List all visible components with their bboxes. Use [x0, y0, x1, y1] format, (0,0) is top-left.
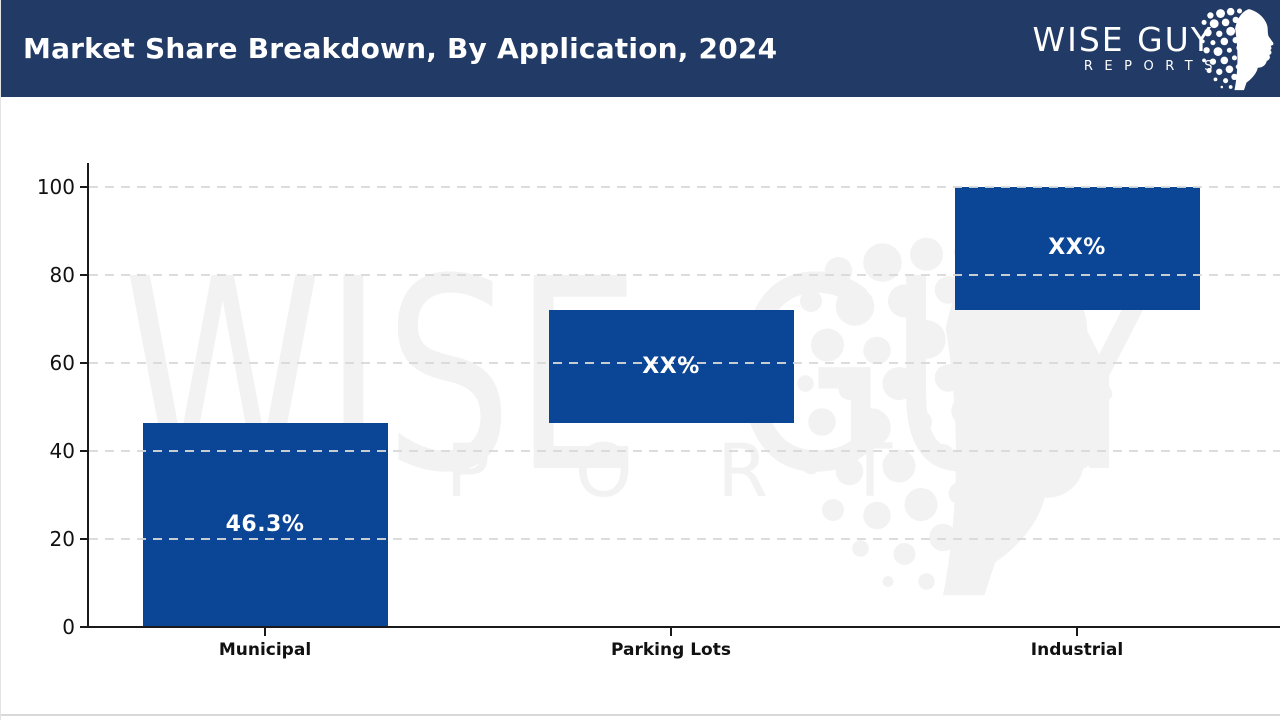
y-tick-label: 20	[49, 527, 75, 551]
gridline-y-20	[89, 538, 1280, 540]
bar-value-label: XX%	[1048, 235, 1106, 261]
y-tick-label: 100	[36, 175, 75, 199]
gridline-y-60	[89, 362, 1280, 364]
x-tick-mark	[1076, 627, 1078, 636]
y-tick-label: 80	[49, 263, 75, 287]
bar-value-label: 46.3%	[225, 512, 305, 538]
x-tick-mark	[264, 627, 266, 636]
bar-municipal	[142, 423, 388, 627]
gridline-y-80	[89, 274, 1280, 276]
bar-parking-lots	[548, 309, 794, 424]
brand-wordmark: WISE GUY REPORTS	[1032, 19, 1213, 74]
figure-bottom-rule	[1, 714, 1280, 716]
brand-subtitle: REPORTS	[1083, 59, 1224, 75]
y-tick-mark	[80, 450, 89, 452]
y-tick-mark	[80, 538, 89, 540]
brand-name: WISE GUY	[1032, 19, 1213, 59]
y-tick-label: 0	[62, 615, 75, 639]
x-tick-mark	[670, 627, 672, 636]
brand-logo: WISE GUY REPORTS	[1032, 0, 1275, 97]
y-tick-mark	[80, 362, 89, 364]
x-category-label: Industrial	[1030, 640, 1124, 660]
x-category-label: Municipal	[218, 640, 312, 660]
header-bar: Market Share Breakdown, By Application, …	[1, 0, 1280, 97]
y-tick-label: 40	[49, 439, 75, 463]
bar-value-label: XX%	[642, 353, 700, 379]
gridline-y-100	[89, 186, 1280, 188]
gridline-y-40	[89, 450, 1280, 452]
page-title: Market Share Breakdown, By Application, …	[23, 32, 778, 65]
y-tick-mark	[80, 626, 89, 628]
y-axis-line	[87, 163, 89, 628]
y-tick-mark	[80, 186, 89, 188]
x-axis-line	[87, 626, 1280, 628]
y-tick-label: 60	[49, 351, 75, 375]
y-tick-mark	[80, 274, 89, 276]
x-category-label: Parking Lots	[611, 640, 731, 660]
